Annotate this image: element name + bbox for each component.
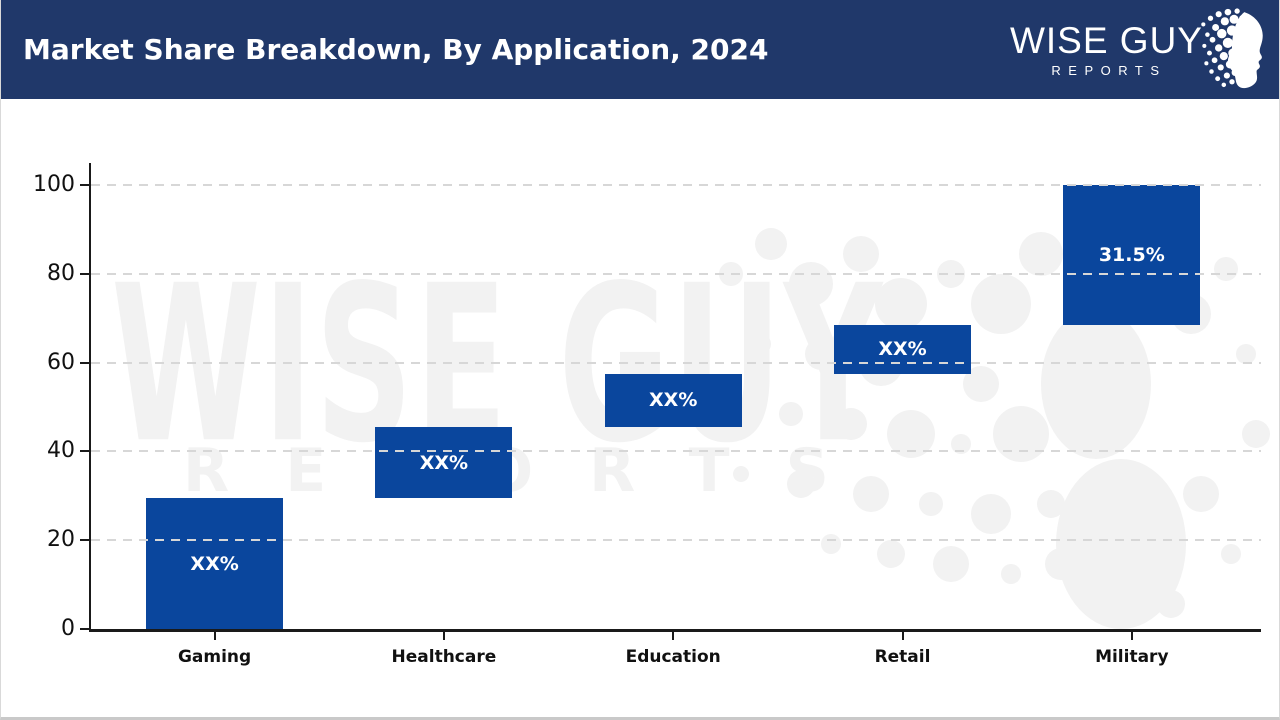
y-tick-label-60: 60 — [47, 349, 75, 375]
bar-military: 31.5% — [1063, 185, 1201, 325]
plot-area: XX% Gaming XX% Healthcare XX% Education XX% Ret… — [33, 163, 1261, 667]
y-tick-label-100: 100 — [33, 172, 75, 198]
bar-value-label: XX% — [419, 451, 469, 474]
logo-subtitle: REPORTS — [1051, 62, 1167, 78]
x-tick-mark — [442, 632, 445, 640]
y-tick-label-40: 40 — [47, 438, 75, 464]
gridline-60 — [91, 361, 1261, 364]
gridline-100 — [91, 184, 1261, 187]
x-tick-mark — [213, 632, 216, 640]
bar-retail: XX% — [834, 325, 971, 374]
x-axis-label-education: Education — [625, 647, 721, 667]
wise-guy-reports-logo: WISE GUY REPORTS — [1010, 8, 1267, 92]
y-tick-label-20: 20 — [47, 527, 75, 553]
y-tick-label-80: 80 — [47, 260, 75, 286]
bar-value-label: 31.5% — [1098, 244, 1165, 267]
bar-education: XX% — [604, 373, 742, 428]
y-tick-mark-60 — [80, 361, 89, 364]
gridline-80 — [91, 272, 1261, 275]
x-axis-label-military: Military — [1095, 647, 1169, 667]
gridline-40 — [91, 450, 1261, 453]
y-tick-label-0: 0 — [61, 616, 75, 641]
logo-wordmark: WISE GUY — [1009, 20, 1203, 62]
x-tick-mark — [901, 632, 904, 640]
logo-head-icon — [1201, 8, 1263, 89]
bar-value-label: XX% — [190, 552, 239, 575]
x-tick-mark — [1130, 632, 1133, 640]
gridline-20 — [91, 539, 1261, 542]
bar-gaming: XX% — [146, 498, 284, 629]
bar-value-label: XX% — [878, 338, 927, 361]
bar-value-label: XX% — [649, 389, 698, 412]
chart-area: WISE GUY REPORTS XX% Gaming XX% Healthcare X… — [1, 99, 1279, 717]
y-tick-mark-80 — [80, 272, 89, 275]
page-title: Market Share Breakdown, By Application, … — [23, 33, 769, 66]
header-bar: Market Share Breakdown, By Application, … — [1, 0, 1279, 99]
watermark-head-dots — [719, 228, 1270, 629]
y-tick-mark-20 — [80, 539, 89, 542]
x-axis-label-healthcare: Healthcare — [391, 647, 497, 667]
y-tick-mark-40 — [80, 450, 89, 453]
logo-text: WISE GUY REPORTS — [1009, 20, 1203, 78]
bar-healthcare: XX% — [375, 427, 513, 499]
x-tick-mark — [672, 632, 675, 640]
y-tick-mark-0 — [80, 628, 89, 630]
x-axis-label-gaming: Gaming — [177, 647, 252, 667]
x-axis-label-retail: Retail — [874, 647, 931, 667]
y-tick-mark-100 — [80, 184, 89, 187]
